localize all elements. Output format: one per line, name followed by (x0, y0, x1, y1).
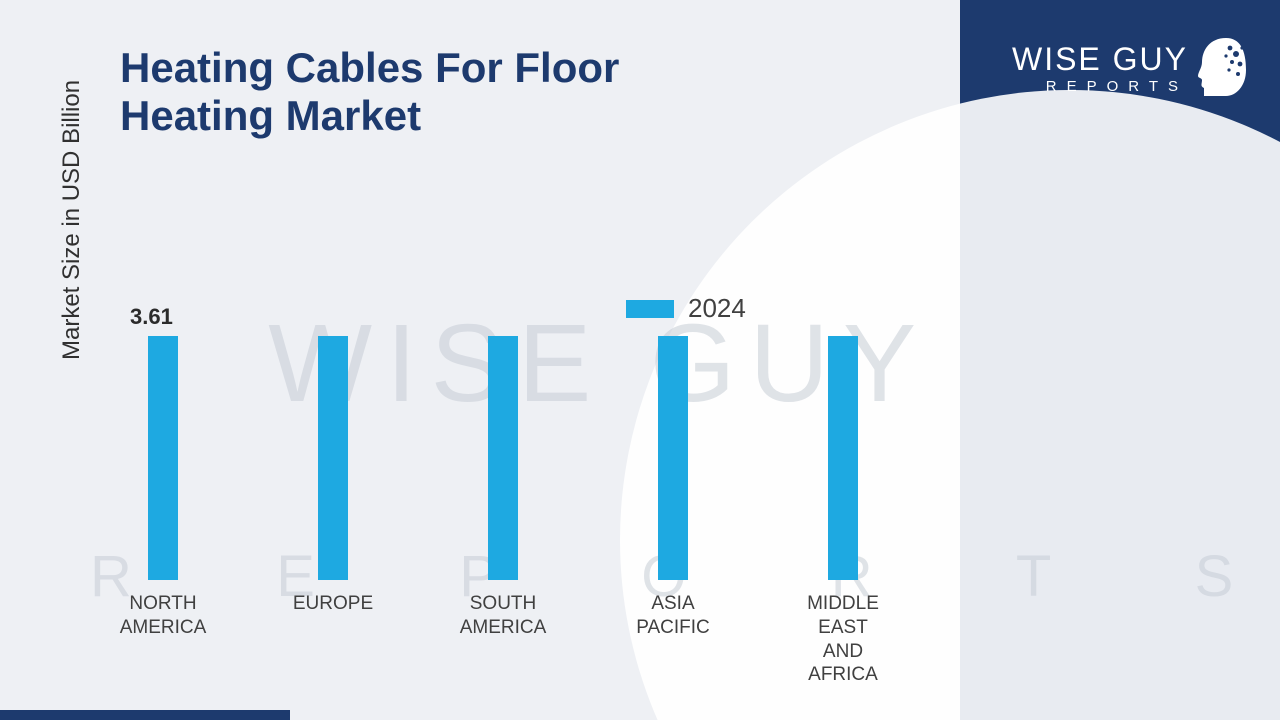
bottom-stripe (0, 710, 290, 720)
bar-category-label: MIDDLE EAST AND AFRICA (807, 580, 879, 687)
chart-title: Heating Cables For Floor Heating Market (120, 44, 760, 141)
brand-logo: WISE GUY REPORTS (992, 28, 1252, 108)
report-canvas: WISE GUY R E P O R T S Heating Cables Fo… (0, 0, 1280, 720)
head-icon (1196, 36, 1252, 100)
logo-sub-text: REPORTS (1012, 79, 1188, 94)
bar-category-label: EUROPE (293, 580, 373, 616)
bar-slot: SOUTH AMERICA (488, 310, 518, 580)
bar-slot: MIDDLE EAST AND AFRICA (828, 310, 858, 580)
bar (658, 336, 688, 580)
bar-slot: 3.61NORTH AMERICA (148, 310, 178, 580)
bar-slot: ASIA PACIFIC (658, 310, 688, 580)
bar (148, 336, 178, 580)
bar-slot: EUROPE (318, 310, 348, 580)
bar (318, 336, 348, 580)
bar-category-label: SOUTH AMERICA (460, 580, 547, 640)
bar-chart: 3.61NORTH AMERICA EUROPE SOUTH AMERICA ASIA… (108, 310, 940, 580)
bar (488, 336, 518, 580)
logo-main-text: WISE GUY (1012, 43, 1188, 75)
bar (828, 336, 858, 580)
bar-value-label: 3.61 (130, 304, 173, 330)
bar-category-label: NORTH AMERICA (120, 580, 207, 640)
y-axis-label: Market Size in USD Billion (58, 80, 86, 360)
bar-category-label: ASIA PACIFIC (636, 580, 710, 640)
